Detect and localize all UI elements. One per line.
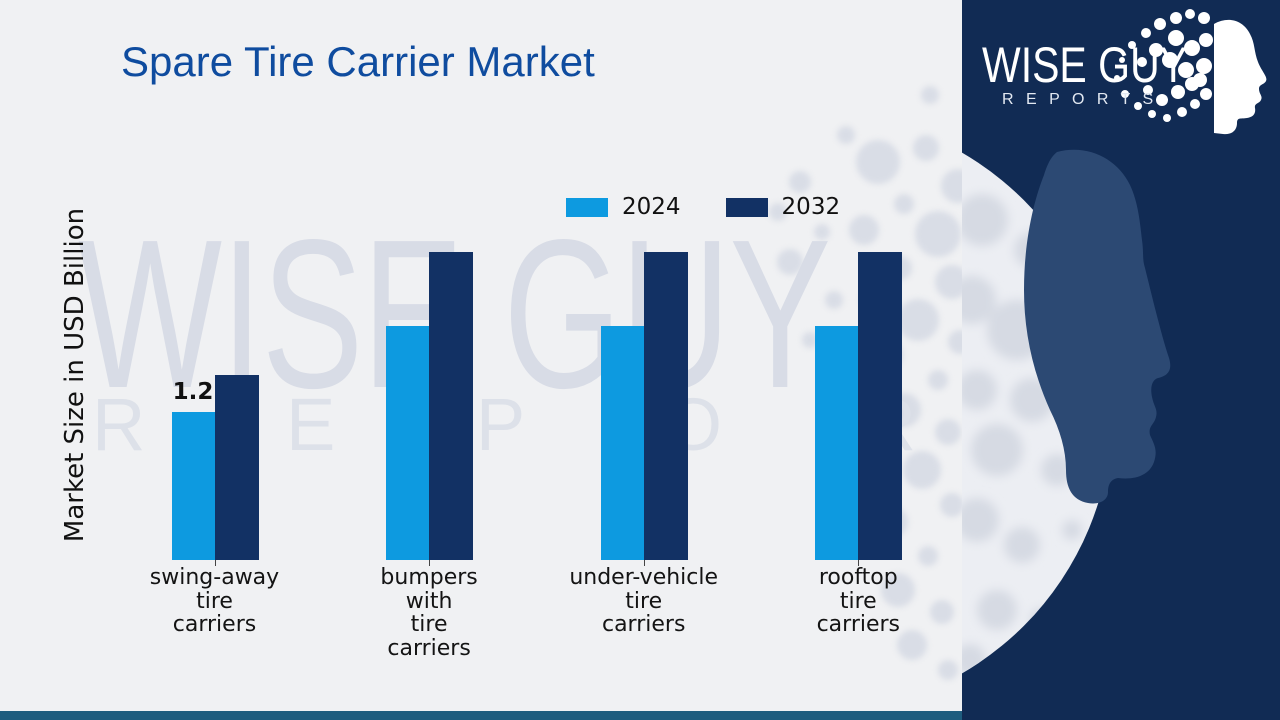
bar-2032	[214, 375, 259, 560]
page-title: Spare Tire Carrier Market	[121, 38, 595, 85]
logo-reports: R E P O R T S	[1002, 91, 1158, 108]
texture-dot	[928, 370, 948, 390]
category-label-line: tire	[196, 588, 233, 614]
legend-swatch-2032	[725, 197, 768, 217]
texture-dot	[856, 140, 900, 184]
texture-dot	[881, 573, 915, 607]
logo-head-icon	[1114, 9, 1267, 135]
category-label-line: tire	[839, 588, 877, 614]
category-label: rooftop tire carriers	[748, 566, 968, 637]
brand-artwork	[962, 9, 1267, 676]
legend-label-2032: 2032	[781, 194, 841, 220]
bar-2024	[815, 326, 859, 560]
category-label-line: tire	[625, 588, 663, 614]
texture-dot	[915, 211, 961, 257]
texture-dot	[913, 135, 939, 161]
category-label-line: carriers	[601, 612, 686, 637]
x-axis-tick	[429, 560, 431, 566]
bar-2032	[643, 252, 688, 560]
texture-dot	[769, 203, 787, 221]
x-axis-tick	[858, 560, 860, 566]
x-axis-tick	[643, 560, 645, 566]
x-axis-tick	[214, 560, 216, 566]
texture-dot	[777, 249, 803, 275]
category-label-line: carriers	[172, 612, 257, 637]
texture-dot	[849, 215, 879, 245]
category-label-line: under-vehicle	[569, 565, 719, 590]
texture-dot	[940, 493, 964, 517]
texture-dot	[814, 224, 830, 240]
bar-2032	[429, 252, 474, 560]
texture-dot	[837, 126, 855, 144]
legend-label-2024: 2024	[622, 194, 681, 220]
legend: 2024 2032	[566, 194, 885, 220]
bar-2024	[171, 412, 215, 560]
texture-dot	[938, 660, 958, 680]
category-label-line: rooftop	[818, 565, 898, 590]
texture-dot	[921, 86, 939, 104]
category-label-line: swing-away	[149, 565, 280, 590]
category-label: under-vehicle tire carriers	[534, 566, 754, 637]
category-label-line: bumpers	[380, 565, 478, 590]
y-axis-label: Market Size in USD Billion	[60, 207, 90, 543]
category-label-line: carriers	[387, 635, 471, 661]
texture-dot	[825, 291, 843, 309]
category-label-line: carriers	[816, 612, 901, 637]
texture-dot	[903, 451, 941, 489]
category-label: swing-away tire carriers	[105, 566, 325, 637]
texture-dot	[897, 299, 939, 341]
bar-2032	[858, 252, 903, 560]
category-label-line: with	[405, 588, 453, 614]
texture-dot	[789, 171, 811, 193]
category-label-line: tire	[410, 612, 448, 637]
brand-panel: WISE GUY R E P O R T S	[962, 0, 1280, 720]
texture-dot	[897, 630, 927, 660]
legend-swatch-2024	[566, 197, 608, 217]
texture-dot	[894, 194, 914, 214]
face-silhouette-icon	[1024, 149, 1171, 504]
texture-dot	[930, 600, 954, 624]
texture-dot	[802, 332, 818, 348]
bar-value-label: 1.2	[172, 379, 214, 405]
texture-dot	[918, 546, 938, 566]
bar-2024	[386, 326, 430, 560]
bar-2024	[600, 326, 644, 560]
category-label: bumpers with tire carriers	[319, 566, 539, 660]
texture-dot	[935, 419, 961, 445]
logo-wiseguy: WISE GUY	[982, 37, 1188, 93]
bottom-bar	[0, 711, 962, 720]
